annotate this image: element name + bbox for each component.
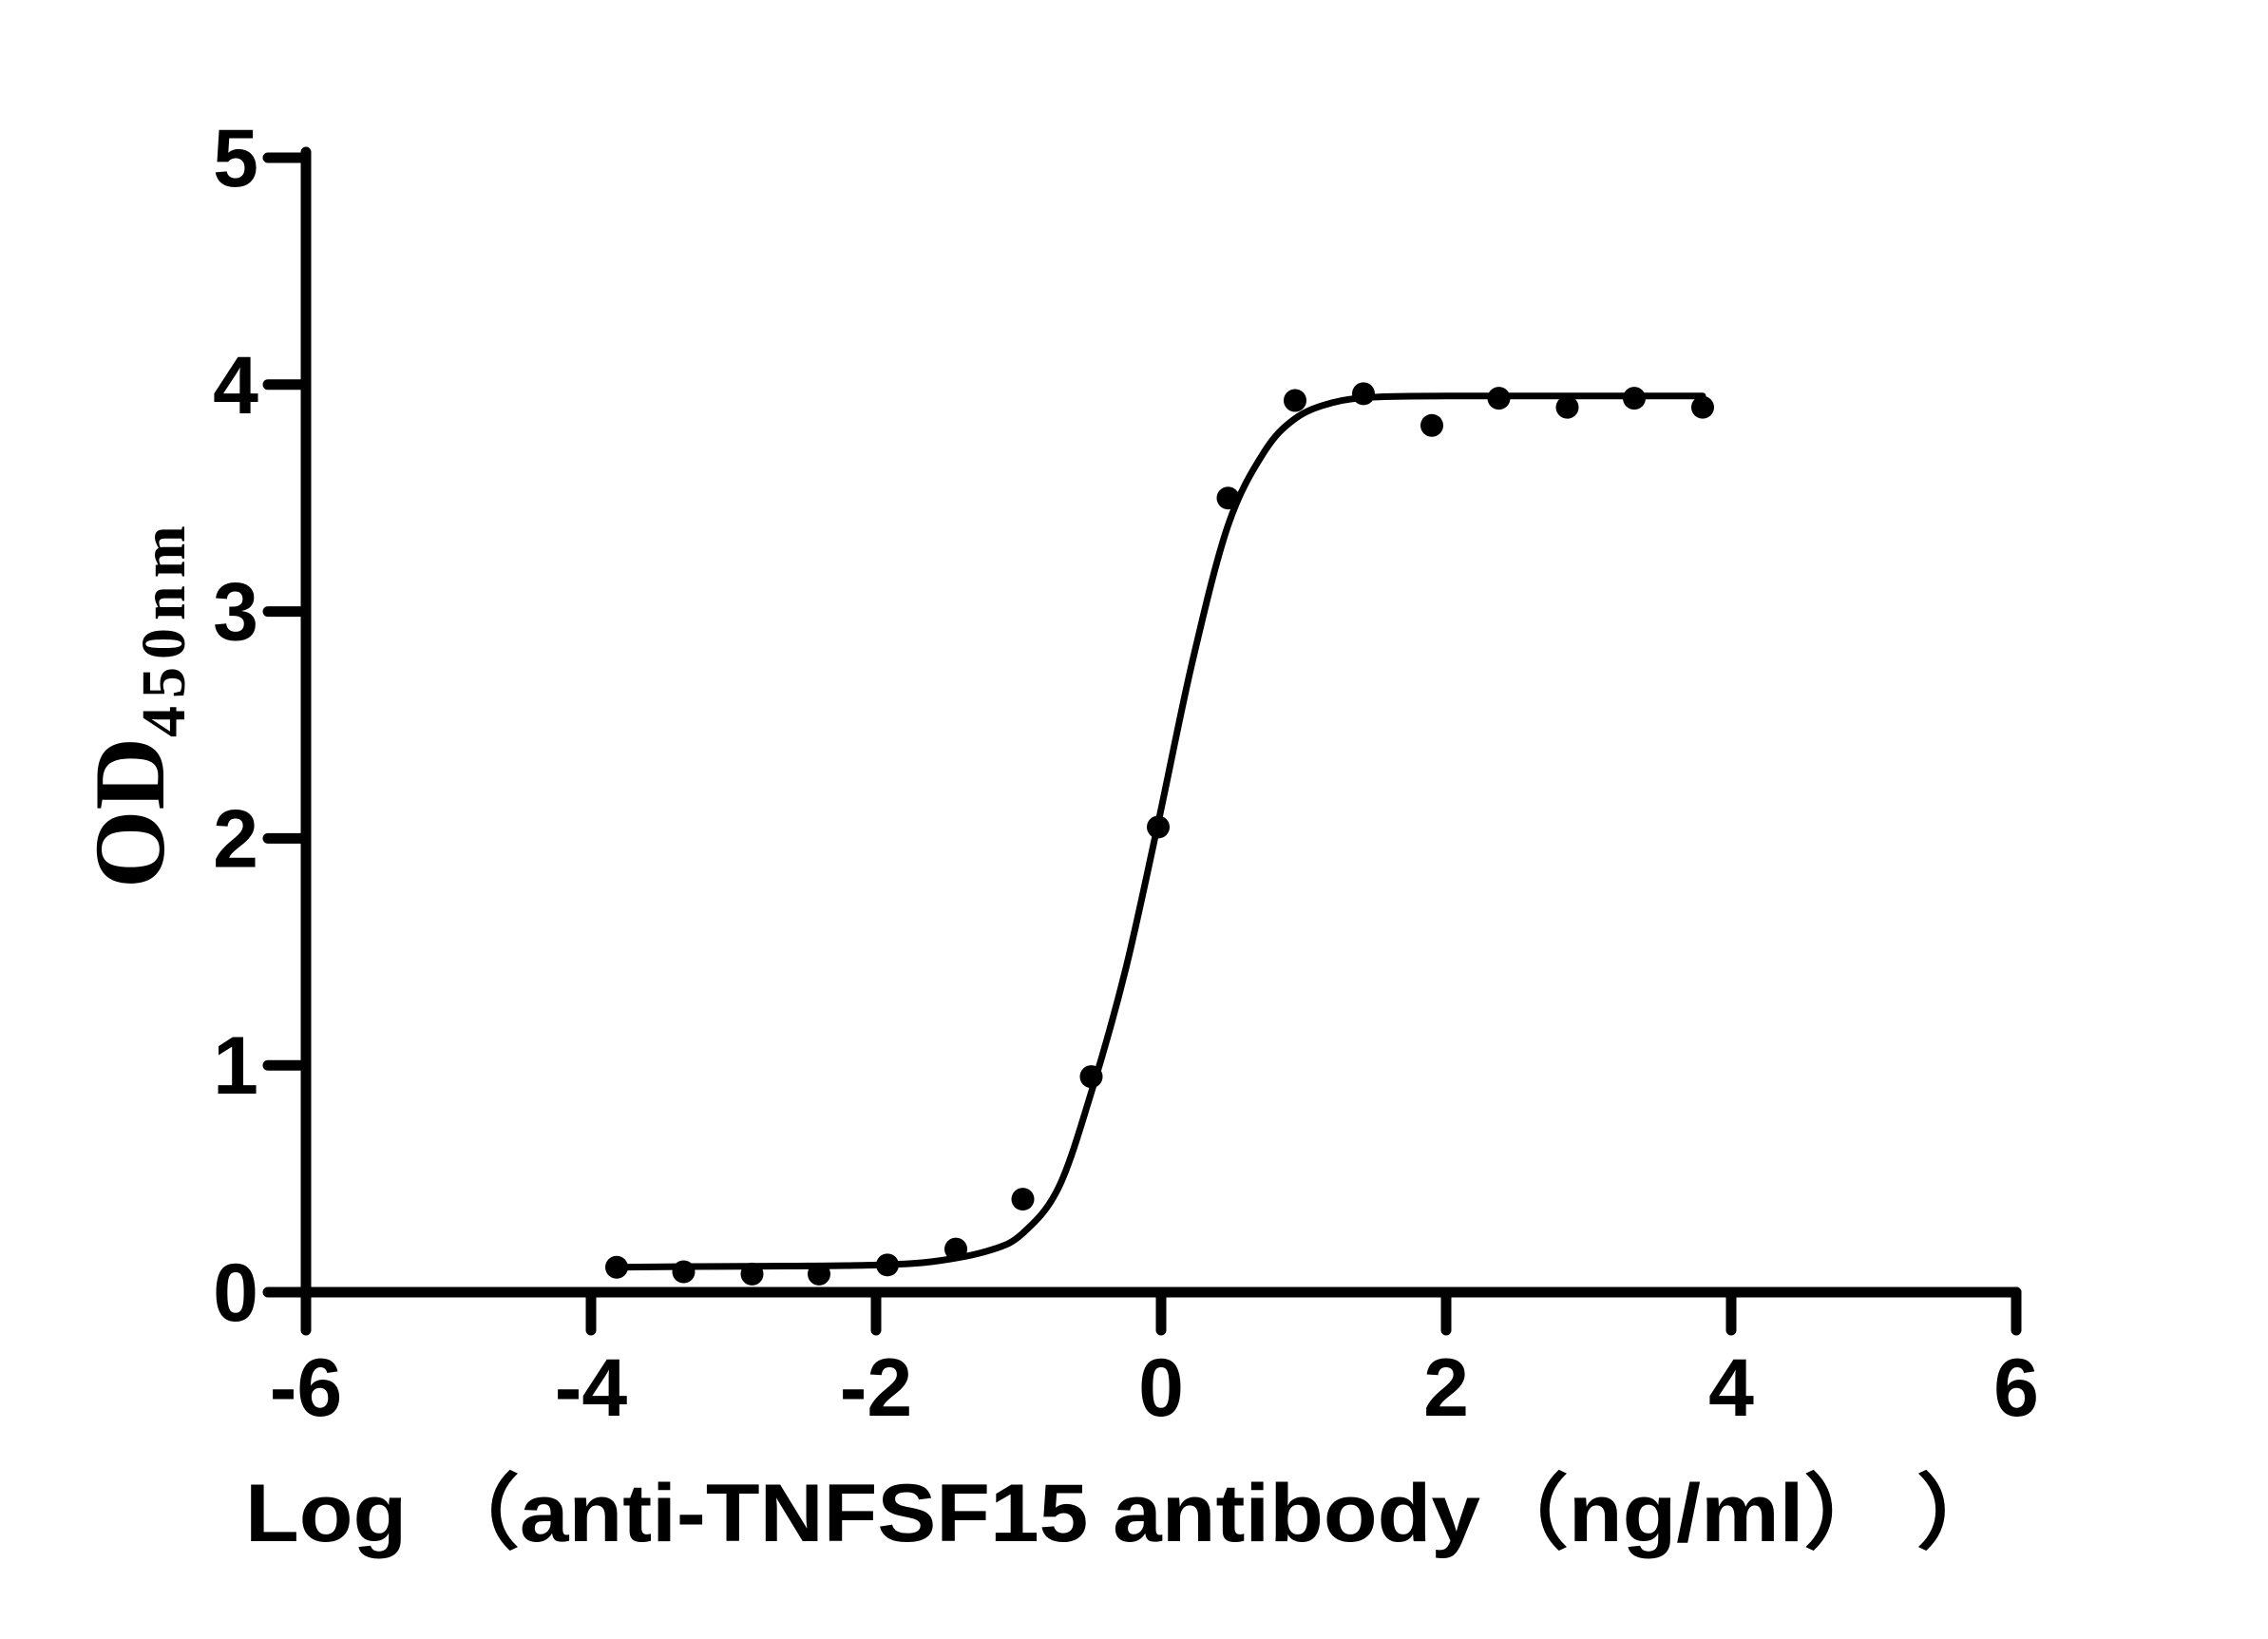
x-tick-label: -6 (270, 1343, 342, 1434)
data-point-10 (1216, 486, 1240, 510)
data-point-2 (672, 1260, 696, 1284)
y-axis-ticks (262, 152, 312, 1298)
y-tick-label: 1 (213, 1020, 258, 1112)
data-point-12 (1352, 382, 1375, 406)
data-point-9 (1147, 815, 1170, 839)
data-point-11 (1284, 389, 1306, 412)
x-axis-tick-labels: -6 -4 -2 0 2 4 6 (270, 1343, 2039, 1434)
data-points (605, 382, 1714, 1286)
y-axis-title: OD450nm (74, 518, 199, 888)
data-point-15 (1555, 395, 1579, 419)
y-tick-label: 5 (213, 113, 258, 204)
x-tick-label: -2 (840, 1343, 912, 1434)
x-axis-title: Log （anti-TNFSF15 antibody（ng/ml） ） (245, 1468, 2005, 1559)
y-tick-label: 0 (213, 1248, 258, 1339)
data-point-17 (1691, 395, 1714, 419)
x-tick-label: 0 (1138, 1343, 1184, 1434)
data-point-3 (740, 1262, 764, 1286)
y-tick-label: 4 (213, 340, 258, 431)
axes: -6 -4 -2 0 2 4 6 0 1 2 3 4 5 (213, 113, 2039, 1434)
y-axis-title-subscript: 450nm (129, 518, 199, 737)
data-point-1 (605, 1255, 628, 1279)
data-point-16 (1623, 387, 1646, 410)
x-tick-label: 6 (1993, 1343, 2039, 1434)
data-point-4 (808, 1262, 830, 1286)
x-axis-ticks (300, 1286, 2022, 1336)
data-point-13 (1420, 413, 1443, 437)
y-axis-tick-labels: 0 1 2 3 4 5 (213, 113, 258, 1339)
data-point-5 (876, 1253, 899, 1277)
x-tick-label: 2 (1423, 1343, 1469, 1434)
y-tick-label: 2 (213, 793, 258, 885)
y-axis-title-main: OD (74, 737, 185, 888)
data-point-7 (1011, 1188, 1035, 1211)
data-point-6 (944, 1237, 967, 1261)
x-tick-label: -4 (555, 1343, 628, 1434)
data-point-14 (1487, 387, 1511, 410)
y-tick-label: 3 (213, 567, 258, 658)
data-point-8 (1079, 1065, 1103, 1089)
x-tick-label: 4 (1708, 1343, 1754, 1434)
